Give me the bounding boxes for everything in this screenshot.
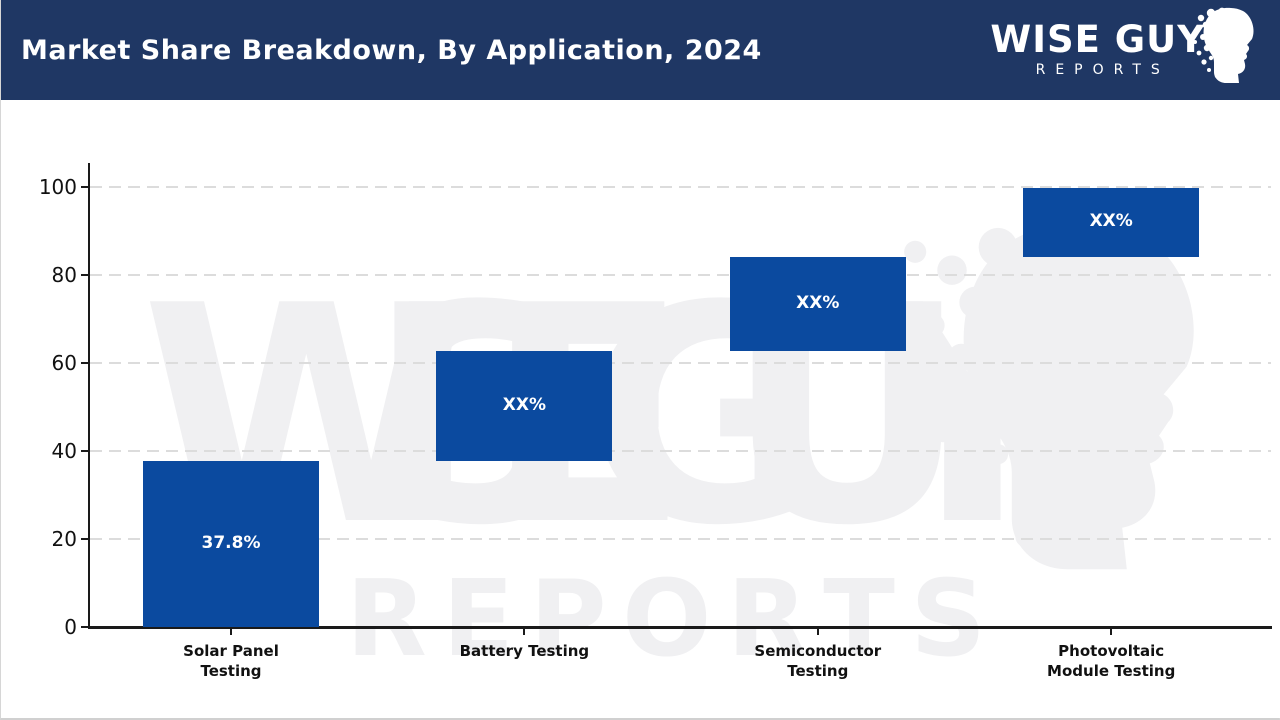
- page-title: Market Share Breakdown, By Application, …: [21, 34, 762, 66]
- y-tick-label-40: 40: [51, 439, 77, 463]
- gridline-60: [90, 362, 1271, 364]
- bar-value-label: XX%: [1089, 211, 1133, 232]
- logo-subtitle: REPORTS: [1035, 61, 1170, 78]
- bar-value-label: XX%: [796, 293, 840, 314]
- category-label: Solar Panel Testing: [183, 642, 279, 680]
- logo-text: WISE GUY REPORTS: [990, 17, 1205, 79]
- wise-guy-logo: WISE GUY REPORTS: [990, 7, 1265, 88]
- bar-value-label: 37.8%: [201, 532, 261, 553]
- bar-segment: [436, 351, 613, 461]
- x-tick: [523, 628, 526, 635]
- gridline-80: [90, 274, 1271, 276]
- bar-value-label: XX%: [502, 394, 547, 415]
- header-bar: Market Share Breakdown, By Application, …: [1, 0, 1280, 100]
- x-tick: [1110, 628, 1113, 635]
- category-label: Photovoltaic Module Testing: [1047, 642, 1176, 680]
- y-tick-label-0: 0: [64, 615, 77, 639]
- y-tick-label-100: 100: [38, 175, 77, 199]
- x-tick: [230, 628, 232, 635]
- gridline-100: [90, 186, 1271, 188]
- y-tick-0: [81, 626, 89, 628]
- bar-segment: [1023, 187, 1200, 257]
- y-axis-line: [88, 163, 90, 629]
- gridline-40: [90, 450, 1271, 452]
- x-axis-line: [88, 626, 1272, 629]
- logo-wordmark: WISE GUY: [990, 17, 1205, 61]
- x-tick: [816, 628, 819, 635]
- y-tick-60: [81, 362, 89, 364]
- bar-segment: [729, 256, 906, 352]
- category-label: Battery Testing: [459, 642, 590, 660]
- y-tick-40: [81, 450, 89, 452]
- chart-area: WISE GUY R E P O R T S 02040608010037.8%…: [1, 100, 1280, 718]
- head-profile-icon: [1193, 7, 1254, 84]
- gridline-20: [90, 538, 1271, 540]
- y-tick-label-80: 80: [51, 263, 77, 287]
- category-label: Semiconductor Testing: [754, 642, 882, 680]
- bar-segment: [143, 460, 319, 627]
- y-tick-label-60: 60: [51, 351, 77, 375]
- y-tick-100: [81, 186, 89, 188]
- y-tick-20: [81, 538, 89, 540]
- y-tick-label-20: 20: [51, 527, 77, 551]
- y-tick-80: [81, 274, 89, 276]
